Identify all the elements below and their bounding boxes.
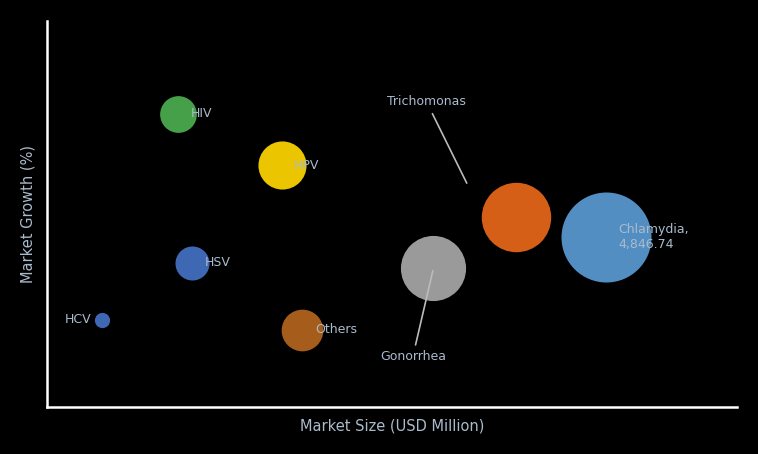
Point: [172, 110, 184, 117]
Text: HSV: HSV: [205, 257, 230, 269]
Y-axis label: Market Growth (%): Market Growth (%): [20, 145, 36, 283]
Point: [510, 213, 522, 220]
Point: [296, 326, 309, 333]
X-axis label: Market Size (USD Million): Market Size (USD Million): [300, 418, 484, 433]
Text: Others: Others: [315, 323, 357, 336]
Text: HPV: HPV: [294, 158, 319, 172]
Point: [428, 264, 440, 271]
Text: Trichomonas: Trichomonas: [387, 95, 467, 183]
Point: [96, 316, 108, 323]
Text: HIV: HIV: [190, 107, 212, 120]
Text: HCV: HCV: [65, 313, 92, 326]
Text: Chlamydia,
4,846.74: Chlamydia, 4,846.74: [619, 223, 689, 251]
Text: Gonorrhea: Gonorrhea: [380, 271, 446, 363]
Point: [276, 161, 288, 168]
Point: [186, 259, 198, 266]
Point: [600, 233, 612, 241]
